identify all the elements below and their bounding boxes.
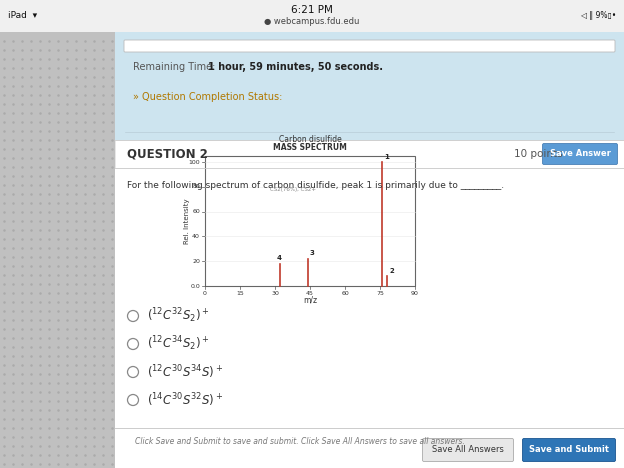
Text: 0: 0 — [203, 291, 207, 296]
Text: 60: 60 — [341, 291, 349, 296]
Text: 3: 3 — [310, 250, 314, 256]
Text: 60: 60 — [192, 209, 200, 214]
FancyBboxPatch shape — [115, 32, 624, 140]
Text: ($^{12}C^{30}S^{34}S$)$^+$: ($^{12}C^{30}S^{34}S$)$^+$ — [147, 363, 223, 381]
Text: 4: 4 — [276, 255, 281, 261]
Text: Rel. Intensity: Rel. Intensity — [184, 198, 190, 244]
Text: 10 points: 10 points — [514, 149, 563, 159]
Text: ◁ ‖ 9%▯•: ◁ ‖ 9%▯• — [581, 12, 616, 21]
FancyBboxPatch shape — [115, 140, 624, 468]
Text: 80: 80 — [192, 184, 200, 190]
FancyBboxPatch shape — [115, 428, 624, 468]
FancyBboxPatch shape — [0, 0, 624, 32]
Text: ($^{12}C^{34}S_2$)$^+$: ($^{12}C^{34}S_2$)$^+$ — [147, 335, 210, 353]
Text: ($^{12}C^{32}S_2$)$^+$: ($^{12}C^{32}S_2$)$^+$ — [147, 307, 210, 325]
Text: m/z: m/z — [303, 295, 317, 305]
Text: 75: 75 — [376, 291, 384, 296]
Text: 1: 1 — [384, 154, 389, 160]
Text: 15: 15 — [236, 291, 244, 296]
Text: 30: 30 — [271, 291, 279, 296]
Text: Save and Submit: Save and Submit — [529, 446, 609, 454]
Text: iPad  ▾: iPad ▾ — [8, 12, 37, 21]
Text: 1 hour, 59 minutes, 50 seconds.: 1 hour, 59 minutes, 50 seconds. — [208, 62, 383, 72]
Text: 90: 90 — [411, 291, 419, 296]
Text: QUESTION 2: QUESTION 2 — [127, 147, 208, 161]
FancyBboxPatch shape — [205, 156, 415, 286]
Text: Save All Answers: Save All Answers — [432, 446, 504, 454]
Text: 45: 45 — [306, 291, 314, 296]
Text: 40: 40 — [192, 234, 200, 239]
Text: For the following spectrum of carbon disulfide, peak 1 is primarily due to _____: For the following spectrum of carbon dis… — [127, 182, 504, 190]
FancyBboxPatch shape — [115, 140, 624, 168]
Text: Remaining Time:: Remaining Time: — [133, 62, 218, 72]
FancyBboxPatch shape — [522, 439, 615, 461]
FancyBboxPatch shape — [124, 40, 615, 52]
Text: 2: 2 — [389, 268, 394, 274]
Text: Save Answer: Save Answer — [550, 149, 610, 159]
Text: ● webcampus.fdu.edu: ● webcampus.fdu.edu — [265, 17, 359, 27]
FancyBboxPatch shape — [542, 144, 618, 164]
Text: MASS SPECTRUM: MASS SPECTRUM — [273, 144, 347, 153]
FancyBboxPatch shape — [0, 32, 115, 468]
Text: 100: 100 — [188, 160, 200, 165]
Text: ($^{14}C^{30}S^{32}S$)$^+$: ($^{14}C^{30}S^{32}S$)$^+$ — [147, 391, 223, 409]
Text: 6:21 PM: 6:21 PM — [291, 5, 333, 15]
Text: CS2(76%), CS2+: CS2(76%), CS2+ — [270, 187, 316, 192]
FancyBboxPatch shape — [422, 439, 514, 461]
Text: 0.0: 0.0 — [190, 284, 200, 288]
Text: Click Save and Submit to save and submit. Click Save All Answers to save all ans: Click Save and Submit to save and submit… — [135, 438, 465, 446]
Text: Carbon disulfide: Carbon disulfide — [279, 136, 341, 145]
Text: 20: 20 — [192, 259, 200, 264]
Text: » Question Completion Status:: » Question Completion Status: — [133, 92, 283, 102]
